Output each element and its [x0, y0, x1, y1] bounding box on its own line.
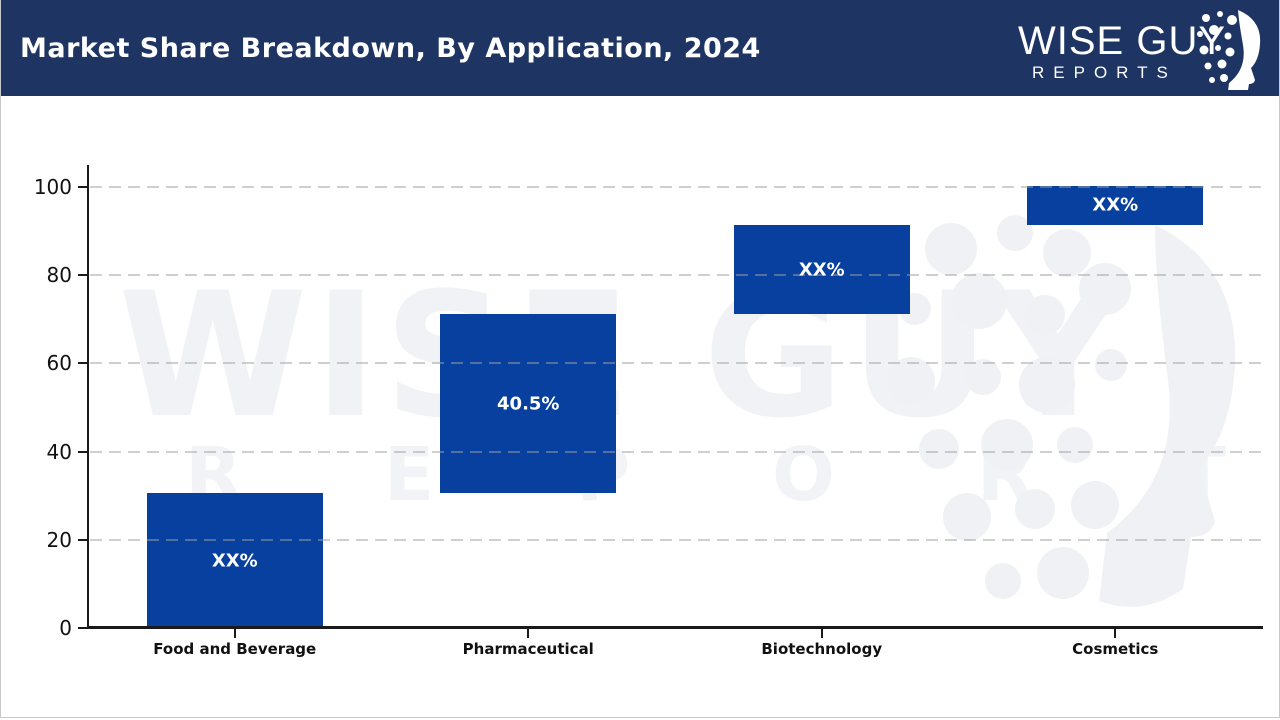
y-axis-line	[87, 165, 89, 629]
y-axis-tick	[78, 450, 88, 453]
bar-value-label: XX%	[798, 259, 845, 281]
x-axis-tick	[233, 629, 236, 638]
page-title: Market Share Breakdown, By Application, …	[20, 32, 761, 64]
bar	[146, 493, 323, 628]
bar	[440, 314, 617, 494]
y-axis-tick-label: 100	[33, 175, 72, 199]
y-axis-tick	[78, 274, 88, 277]
watermark-wiseguy-text: WISE GUY	[118, 255, 1127, 456]
bar	[1027, 185, 1204, 225]
gridline	[90, 450, 1262, 453]
header-bar: Market Share Breakdown, By Application, …	[0, 0, 1280, 96]
y-axis-tick-label: 80	[46, 263, 72, 288]
y-axis-tick-label: 40	[46, 439, 72, 464]
bar-value-label: 40.5%	[497, 393, 560, 415]
logo-wordmark: WISE GUY	[1018, 19, 1226, 63]
y-axis-tick	[78, 538, 88, 541]
gridline	[90, 186, 1262, 188]
bar-value-label: XX%	[1092, 194, 1139, 216]
x-axis-tick	[1114, 629, 1117, 638]
x-axis-tick	[820, 629, 823, 638]
y-axis-tick-label: 0	[59, 616, 72, 640]
x-axis-category-label: Cosmetics	[1072, 640, 1159, 658]
bar	[733, 224, 910, 315]
x-axis-category-label: Biotechnology	[761, 640, 883, 658]
x-axis-category-label: Pharmaceutical	[462, 640, 594, 658]
y-axis-tick	[78, 186, 88, 188]
wise-guy-reports-logo: WISE GUY REPORTS	[1018, 10, 1261, 90]
x-axis-tick	[527, 629, 530, 638]
x-axis-line	[87, 626, 1263, 629]
y-axis-tick-label: 20	[46, 527, 72, 552]
watermark-dotted-head-icon	[887, 215, 1236, 607]
y-axis-tick-label: 60	[46, 351, 72, 376]
logo-dotted-head-icon	[1197, 10, 1261, 90]
gridline	[90, 274, 1262, 277]
y-axis-tick	[78, 627, 88, 629]
x-axis-category-label: Food and Beverage	[153, 640, 317, 658]
bar-value-label: XX%	[211, 550, 258, 572]
logo-subtext: REPORTS	[1032, 63, 1177, 82]
gridline	[90, 362, 1262, 365]
y-axis-tick	[78, 362, 88, 365]
gridline	[90, 538, 1262, 541]
